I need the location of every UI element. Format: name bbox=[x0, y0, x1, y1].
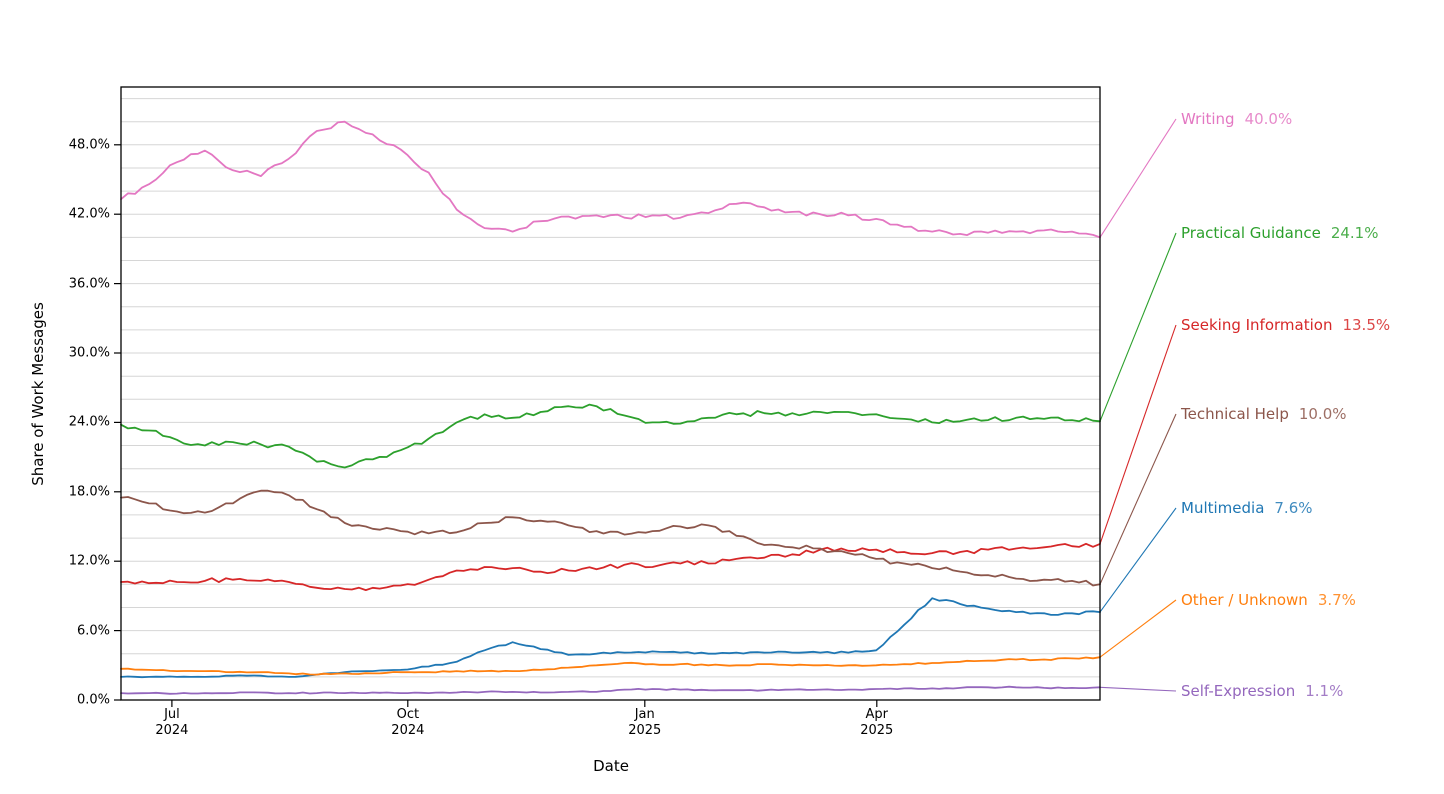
y-tick-label: 24.0% bbox=[68, 414, 110, 430]
y-tick-label: 42.0% bbox=[68, 206, 110, 222]
series-line-writing bbox=[120, 120, 1101, 239]
series-line-other-unknown bbox=[120, 656, 1101, 676]
leader-line-multimedia bbox=[1099, 507, 1177, 613]
series-name: Technical Help bbox=[1181, 405, 1289, 423]
series-label-technical-help: Technical Help 10.0% bbox=[1181, 405, 1347, 423]
y-axis-title: Share of Work Messages bbox=[29, 302, 47, 486]
series-end-value: 10.0% bbox=[1298, 405, 1347, 423]
leader-line-self-expression bbox=[1099, 686, 1177, 692]
series-name: Writing bbox=[1181, 110, 1235, 128]
y-tick-label: 30.0% bbox=[68, 345, 110, 361]
x-tick-label: Apr 2025 bbox=[860, 707, 894, 738]
series-label-seeking-information: Seeking Information 13.5% bbox=[1181, 316, 1390, 334]
series-label-other-unknown: Other / Unknown 3.7% bbox=[1181, 591, 1356, 609]
leader-line-other-unknown bbox=[1099, 599, 1177, 658]
series-line-practical-guidance bbox=[120, 403, 1101, 469]
series-end-value: 13.5% bbox=[1342, 316, 1391, 334]
leader-line-seeking-information bbox=[1099, 324, 1177, 545]
series-name: Practical Guidance bbox=[1181, 224, 1321, 242]
x-axis-title: Date bbox=[593, 757, 629, 775]
y-tick-label: 6.0% bbox=[76, 623, 110, 639]
plot-area-border bbox=[120, 86, 1101, 701]
y-tick-label: 12.0% bbox=[68, 553, 110, 569]
series-name: Multimedia bbox=[1181, 499, 1265, 517]
series-line-multimedia bbox=[120, 597, 1101, 679]
leader-line-writing bbox=[1099, 118, 1177, 238]
leader-line-practical-guidance bbox=[1099, 232, 1177, 422]
leader-line-technical-help bbox=[1099, 413, 1177, 585]
series-end-value: 1.1% bbox=[1305, 682, 1344, 700]
y-tick-label: 48.0% bbox=[68, 137, 110, 153]
series-name: Other / Unknown bbox=[1181, 591, 1308, 609]
y-tick-label: 18.0% bbox=[68, 484, 110, 500]
series-label-multimedia: Multimedia 7.6% bbox=[1181, 499, 1313, 517]
series-line-technical-help bbox=[120, 489, 1101, 587]
y-tick-label: 0.0% bbox=[76, 692, 110, 708]
series-end-value: 3.7% bbox=[1317, 591, 1356, 609]
series-end-value: 24.1% bbox=[1330, 224, 1379, 242]
series-end-value: 40.0% bbox=[1244, 110, 1293, 128]
series-line-self-expression bbox=[120, 685, 1101, 695]
series-line-seeking-information bbox=[120, 542, 1101, 591]
y-tick-label: 36.0% bbox=[68, 276, 110, 292]
x-tick-label: Jul 2024 bbox=[155, 707, 189, 738]
series-label-self-expression: Self-Expression 1.1% bbox=[1181, 682, 1343, 700]
series-name: Self-Expression bbox=[1181, 682, 1296, 700]
series-end-value: 7.6% bbox=[1274, 499, 1313, 517]
series-label-practical-guidance: Practical Guidance 24.1% bbox=[1181, 224, 1378, 242]
series-label-writing: Writing 40.0% bbox=[1181, 110, 1292, 128]
x-tick-label: Oct 2024 bbox=[391, 707, 425, 738]
series-name: Seeking Information bbox=[1181, 316, 1333, 334]
x-tick-label: Jan 2025 bbox=[628, 707, 662, 738]
